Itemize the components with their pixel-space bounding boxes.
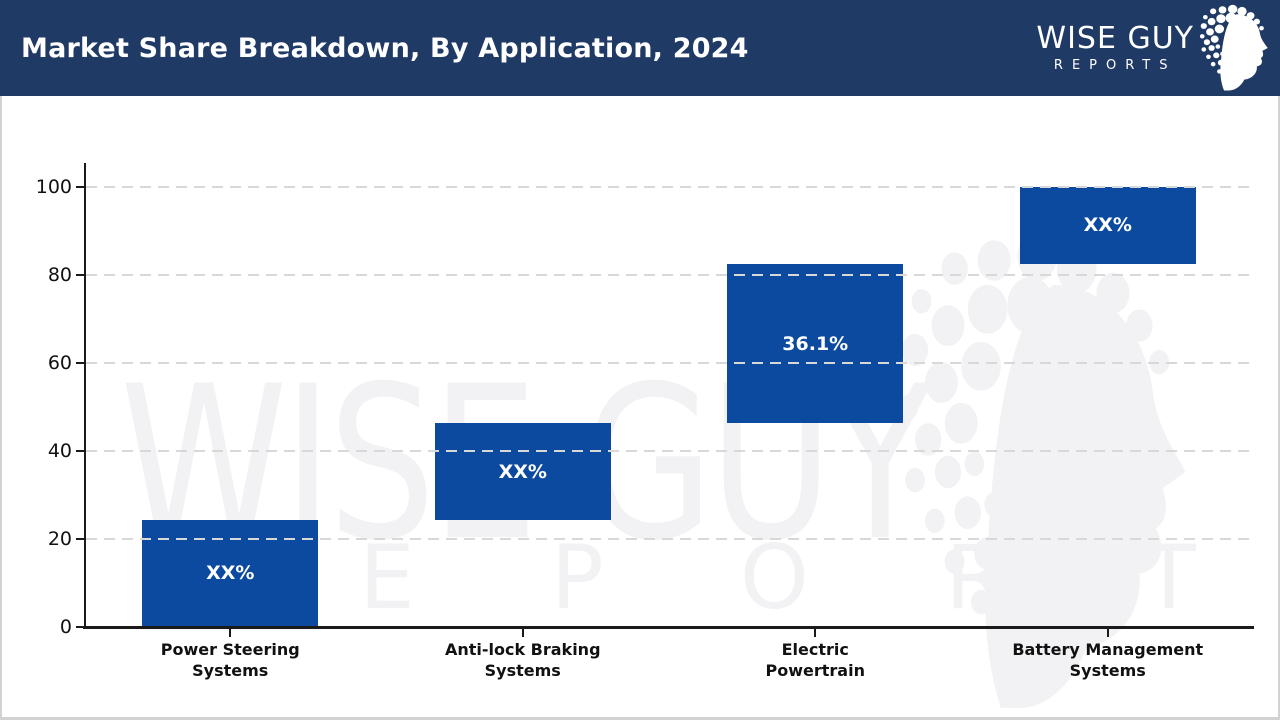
x-category-label-2: Anti-lock Braking Systems: [393, 639, 653, 681]
gridline-y20: [86, 537, 1254, 540]
bar-value-label-2: XX%: [498, 460, 547, 483]
y-tick-label-40: 40: [47, 439, 72, 462]
bar-1: [142, 519, 319, 627]
x-tick-3: [814, 629, 817, 637]
x-category-label-line: Electric: [781, 640, 849, 659]
y-axis-line: [84, 163, 86, 629]
x-category-label-4: Battery Management Systems: [978, 639, 1238, 681]
y-tick-0: [76, 626, 84, 628]
y-tick-label-80: 80: [47, 263, 72, 286]
y-tick-label-0: 0: [59, 616, 72, 638]
y-tick-20: [76, 537, 84, 540]
x-category-label-line: Battery Management: [1012, 640, 1204, 659]
x-category-label-line: Anti-lock Braking: [444, 640, 601, 659]
y-tick-80: [76, 273, 84, 276]
logo-text: WISE GUY REPORTS: [1036, 23, 1194, 73]
y-tick-label-100: 100: [35, 175, 72, 198]
x-category-label-line: Systems: [192, 661, 269, 680]
y-tick-label-60: 60: [47, 351, 72, 374]
header-bar: Market Share Breakdown, By Application, …: [0, 0, 1280, 96]
bar-3: [727, 264, 904, 424]
x-tick-2: [521, 629, 524, 637]
gridline-y40: [86, 449, 1254, 452]
gridline-y80: [86, 273, 1254, 276]
bar-value-label-4: XX%: [1083, 214, 1132, 237]
y-tick-40: [76, 449, 84, 452]
bar-value-label-3: 36.1%: [782, 332, 849, 355]
y-tick-100: [76, 185, 84, 188]
bar-2: [434, 423, 611, 520]
x-axis-line: [83, 626, 1254, 629]
x-category-label-1: Power Steering Systems: [100, 639, 360, 681]
x-tick-1: [229, 629, 232, 637]
x-category-label-3: Electric Powertrain: [685, 639, 945, 681]
logo-subtitle: REPORTS: [1053, 57, 1177, 73]
dotted-face-icon: [1199, 4, 1268, 91]
x-category-label-line: Systems: [1069, 661, 1146, 680]
x-category-label-line: Systems: [484, 661, 561, 680]
bar-value-label-1: XX%: [206, 562, 255, 585]
page-title: Market Share Breakdown, By Application, …: [21, 32, 749, 64]
x-category-label-line: Powertrain: [765, 661, 865, 680]
y-tick-60: [76, 361, 84, 364]
gridline-y60: [86, 361, 1254, 364]
logo-name: WISE GUY: [1036, 21, 1194, 57]
y-tick-label-20: 20: [47, 527, 72, 550]
gridline-y100: [86, 185, 1254, 188]
x-tick-4: [1106, 629, 1109, 637]
bar-4: [1019, 186, 1196, 265]
x-category-label-line: Power Steering: [160, 640, 300, 659]
wise-guy-logo: WISE GUY REPORTS: [1036, 0, 1280, 96]
